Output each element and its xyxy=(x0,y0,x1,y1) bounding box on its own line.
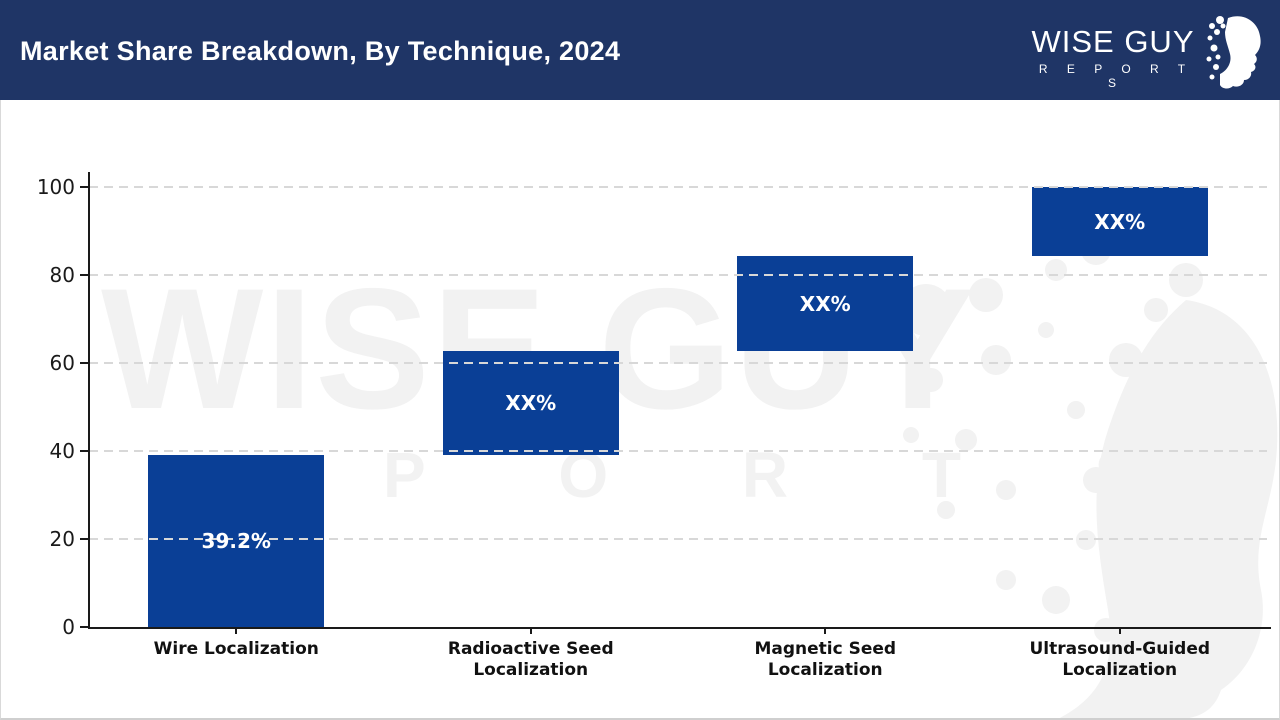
x-tick-mark xyxy=(1118,627,1121,634)
logo-head-icon xyxy=(1206,16,1261,89)
x-tick-mark xyxy=(235,627,238,634)
bar-value-label: XX% xyxy=(799,291,851,316)
grid-line xyxy=(89,274,1267,276)
y-tick-label: 40 xyxy=(49,439,75,463)
chart-body: WISE GUY P O R T S xyxy=(0,100,1280,720)
x-axis-label: Wire Localization xyxy=(153,639,319,659)
grid-line xyxy=(89,186,1267,188)
bar xyxy=(442,351,619,455)
y-tick-mark xyxy=(80,450,88,452)
y-tick-label: 60 xyxy=(49,351,75,375)
x-axis-label: Magnetic Seed Localization xyxy=(754,639,897,680)
grid-line xyxy=(89,362,1267,364)
x-axis-label: Ultrasound-Guided Localization xyxy=(1029,639,1211,680)
y-tick-label: 20 xyxy=(49,527,75,551)
plot-area: 0 20 40 60 80 100 39.2% XX% XX% XX% Wire Localizat… xyxy=(37,175,1267,680)
bar-value-label: 39.2% xyxy=(201,528,271,553)
header-banner: Market Share Breakdown, By Technique, 20… xyxy=(0,0,1280,100)
x-tick-mark xyxy=(824,627,827,634)
logo-text: WISE GUY R E P O R T S xyxy=(1028,24,1198,90)
y-axis xyxy=(88,172,90,629)
logo-name: WISE GUY xyxy=(1031,24,1195,59)
y-tick-label: 100 xyxy=(36,175,75,199)
chart-title: Market Share Breakdown, By Technique, 20… xyxy=(20,36,621,66)
y-tick-label: 80 xyxy=(49,263,75,287)
y-tick-label: 0 xyxy=(62,615,75,639)
bar-value-label: XX% xyxy=(505,390,557,415)
y-tick-mark xyxy=(80,626,88,628)
grid-line xyxy=(89,450,1267,452)
bar xyxy=(737,256,914,352)
bar xyxy=(148,454,325,627)
x-tick-mark xyxy=(529,627,532,634)
x-axis-label: Radioactive Seed Localization xyxy=(447,639,614,680)
grid-line xyxy=(89,538,1267,540)
y-tick-mark xyxy=(80,274,88,276)
y-tick-mark xyxy=(80,186,88,188)
logo-subtitle: R E P O R T S xyxy=(1038,62,1194,90)
x-axis xyxy=(88,627,1271,629)
wise-guy-logo: WISE GUY R E P O R T S xyxy=(1028,8,1268,92)
bar-value-label: XX% xyxy=(1094,209,1146,234)
y-tick-mark xyxy=(80,538,88,540)
y-tick-mark xyxy=(80,362,88,364)
bar xyxy=(1031,187,1208,257)
